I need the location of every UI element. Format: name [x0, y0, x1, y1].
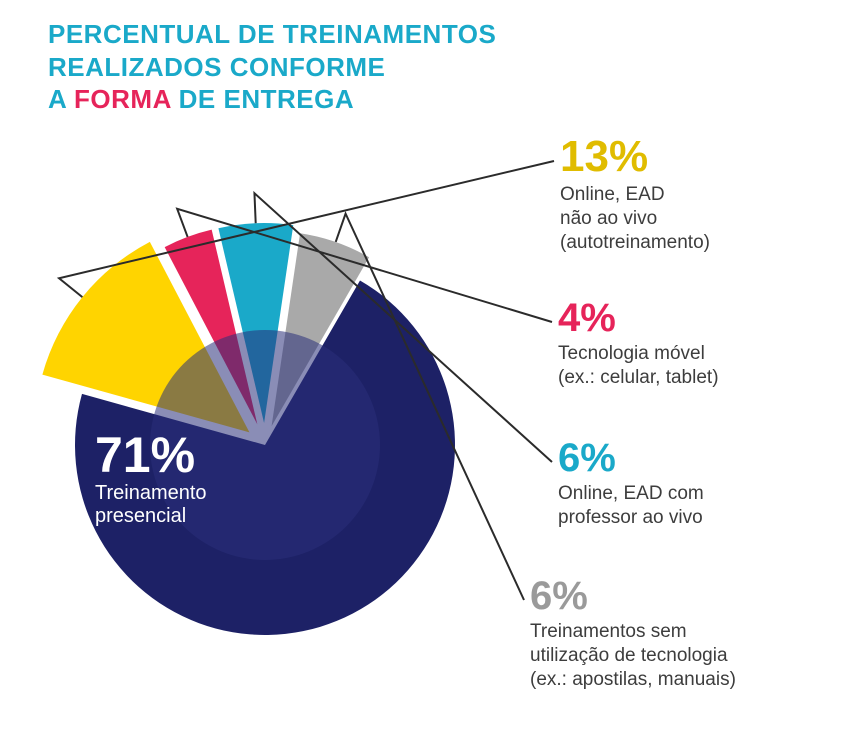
title-line3-highlight: FORMA: [74, 84, 171, 114]
callout-text: Online, EAD comprofessor ao vivo: [558, 482, 704, 530]
title-line1: PERCENTUAL DE TREINAMENTOS: [48, 19, 496, 49]
callout-text: Tecnologia móvel(ex.: celular, tablet): [558, 342, 719, 390]
callout-pct: 13%: [560, 135, 710, 179]
callout-ead-nao-vivo: 13% Online, EADnão ao vivo(autotreinamen…: [560, 135, 710, 254]
center-pct: 71%: [95, 430, 207, 480]
title-line2: REALIZADOS CONFORME: [48, 52, 385, 82]
callout-mobile: 4% Tecnologia móvel(ex.: celular, tablet…: [558, 298, 719, 390]
chart-title: PERCENTUAL DE TREINAMENTOS REALIZADOS CO…: [48, 18, 496, 116]
title-line3-suffix: DE ENTREGA: [171, 84, 354, 114]
callout-text: Treinamentos semutilização de tecnologia…: [530, 620, 736, 691]
callout-text: Online, EADnão ao vivo(autotreinamento): [560, 183, 710, 254]
callout-pct: 6%: [530, 576, 736, 616]
callout-sem-tecnologia: 6% Treinamentos semutilização de tecnolo…: [530, 576, 736, 691]
center-text: Treinamentopresencial: [95, 482, 207, 528]
center-label: 71% Treinamentopresencial: [95, 430, 207, 528]
title-line3-prefix: A: [48, 84, 74, 114]
callout-pct: 4%: [558, 298, 719, 338]
callout-pct: 6%: [558, 438, 704, 478]
callout-ead-vivo: 6% Online, EAD comprofessor ao vivo: [558, 438, 704, 530]
